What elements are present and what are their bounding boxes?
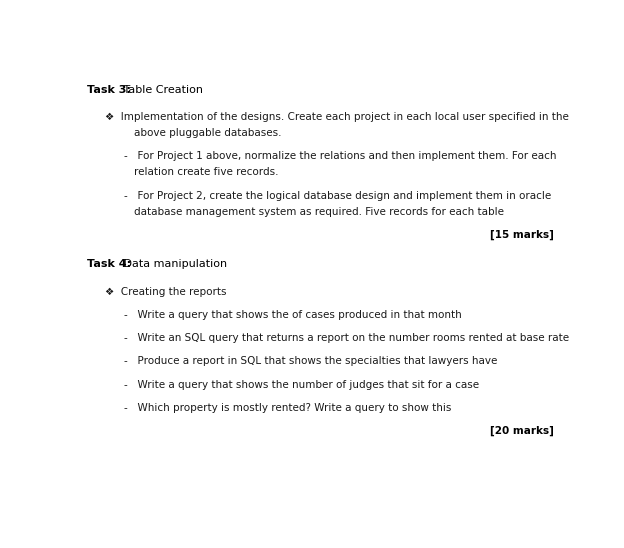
Text: -   For Project 2, create the logical database design and implement them in orac: - For Project 2, create the logical data… — [124, 191, 551, 201]
Text: above pluggable databases.: above pluggable databases. — [134, 128, 281, 138]
Text: -   Which property is mostly rented? Write a query to show this: - Which property is mostly rented? Write… — [124, 403, 451, 413]
Text: -   Write an SQL query that returns a report on the number rooms rented at base : - Write an SQL query that returns a repo… — [124, 333, 569, 343]
Text: -   Produce a report in SQL that shows the specialties that lawyers have: - Produce a report in SQL that shows the… — [124, 357, 497, 367]
Text: Task 4:: Task 4: — [87, 259, 131, 270]
Text: -   For Project 1 above, normalize the relations and then implement them. For ea: - For Project 1 above, normalize the rel… — [124, 151, 557, 162]
Text: Table Creation: Table Creation — [120, 85, 203, 95]
Text: [20 marks]: [20 marks] — [490, 426, 554, 436]
Text: Data manipulation: Data manipulation — [120, 259, 227, 270]
Text: relation create five records.: relation create five records. — [134, 168, 278, 178]
Text: ❖  Creating the reports: ❖ Creating the reports — [105, 287, 226, 297]
Text: [15 marks]: [15 marks] — [490, 230, 554, 240]
Text: database management system as required. Five records for each table: database management system as required. … — [134, 207, 504, 216]
Text: -   Write a query that shows the of cases produced in that month: - Write a query that shows the of cases … — [124, 310, 462, 320]
Text: -   Write a query that shows the number of judges that sit for a case: - Write a query that shows the number of… — [124, 380, 479, 390]
Text: ❖  Implementation of the designs. Create each project in each local user specifi: ❖ Implementation of the designs. Create … — [105, 112, 568, 122]
Text: Task 3:: Task 3: — [87, 85, 130, 95]
